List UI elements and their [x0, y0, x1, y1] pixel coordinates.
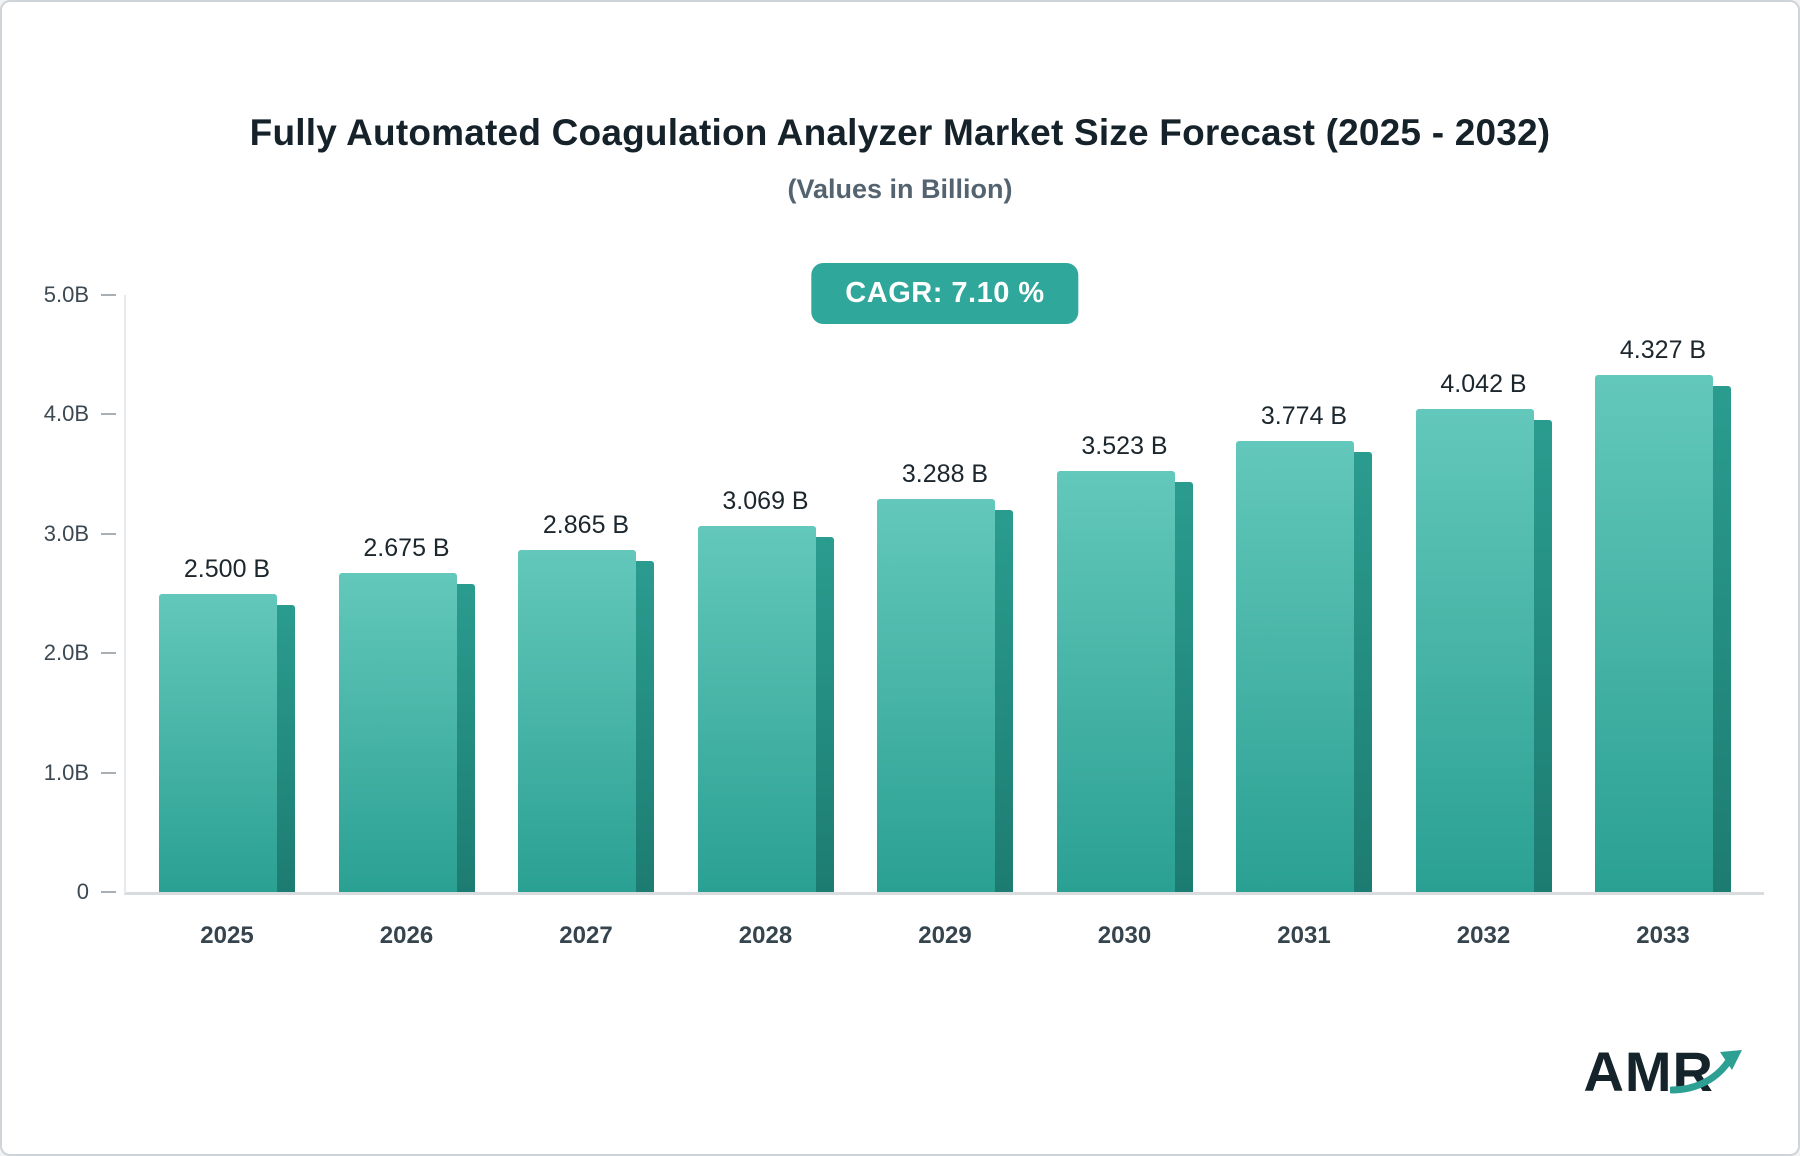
bar-face — [159, 593, 277, 892]
y-tick-label: 0 — [76, 879, 89, 904]
bars: 2.500 B 2025 2.675 B 2026 2.865 B 2027 3.069 B… — [126, 295, 1764, 949]
bar-face — [518, 549, 636, 892]
y-tick-mark — [101, 294, 116, 296]
y-tick-label: 1.0B — [43, 759, 89, 785]
chart-title: Fully Automated Coagulation Analyzer Mar… — [249, 112, 1551, 153]
bar-group: 4.327 B 2033 — [1595, 295, 1731, 949]
bar-value-label: 2.500 B — [183, 554, 271, 583]
amr-logo: AMR — [1583, 1044, 1742, 1100]
bar-value-label: 3.774 B — [1260, 402, 1348, 431]
x-axis-label: 2025 — [200, 922, 254, 949]
bar-side — [995, 510, 1013, 892]
bar — [877, 499, 1013, 892]
x-axis-label: 2028 — [738, 922, 793, 949]
y-tick-label: 3.0B — [43, 520, 89, 546]
y-tick: 2.0B — [44, 640, 116, 666]
bar-value-label: 3.069 B — [722, 486, 809, 515]
chart-subtitle: (Values in Billion) — [787, 174, 1013, 204]
bar-group: 2.865 B 2027 — [518, 295, 654, 949]
y-tick: 5.0B — [44, 282, 116, 308]
x-axis-label: 2027 — [559, 922, 613, 949]
bar-face — [1595, 375, 1713, 892]
bar-side — [1713, 386, 1731, 892]
bar-group: 3.523 B 2030 — [1056, 295, 1193, 949]
bar-value-label: 4.327 B — [1619, 336, 1707, 365]
bar-side — [636, 560, 654, 892]
bar-side — [1354, 452, 1372, 892]
bar — [1236, 441, 1372, 892]
bar-side — [456, 583, 475, 892]
y-tick: 4.0B — [44, 401, 116, 427]
y-tick-mark — [101, 413, 116, 416]
bar — [518, 549, 654, 892]
bar-value-label: 4.042 B — [1440, 370, 1527, 399]
y-tick: 3.0B — [44, 521, 116, 547]
x-axis-label: 2031 — [1277, 922, 1331, 949]
y-tick-mark — [101, 771, 116, 774]
bar-group: 4.042 B 2032 — [1415, 295, 1552, 949]
bar-face — [1236, 441, 1354, 892]
bar-group: 2.500 B 2025 — [159, 295, 295, 949]
x-axis-label: 2032 — [1456, 922, 1511, 949]
bar-group: 2.675 B 2026 — [338, 295, 475, 949]
bar — [159, 593, 295, 892]
bar — [1415, 409, 1552, 892]
bar — [1056, 471, 1193, 892]
bar-group: 3.288 B 2029 — [877, 295, 1013, 949]
x-axis-label: 2033 — [1636, 922, 1690, 949]
bar — [1595, 375, 1731, 892]
y-tick-label: 2.0B — [43, 640, 89, 666]
y-tick-mark — [101, 532, 116, 535]
y-tick-mark — [101, 652, 116, 655]
bar-face — [338, 572, 457, 892]
bar-value-label: 2.675 B — [363, 533, 450, 562]
bar-group: 3.774 B 2031 — [1236, 295, 1372, 949]
bar-face — [877, 499, 995, 892]
bar — [338, 572, 475, 892]
bar-value-label: 2.865 B — [542, 510, 630, 539]
bar-face — [1415, 409, 1534, 892]
y-tick-label: 5.0B — [43, 282, 89, 307]
logo-arrow-icon — [1670, 1050, 1742, 1094]
plot-area: CAGR: 7.10 % 5.0B 4.0B 3.0B 2.0B 1.0B 0 2.500… — [44, 263, 1764, 949]
y-tick-mark — [101, 891, 116, 893]
bar-value-label: 3.523 B — [1081, 432, 1168, 461]
bar-side — [815, 536, 834, 892]
cagr-badge: CAGR: 7.10 % — [811, 263, 1079, 324]
bar-side — [1174, 482, 1193, 892]
x-axis-label: 2030 — [1097, 922, 1152, 949]
y-tick: 1.0B — [44, 760, 116, 786]
bar-face — [1056, 471, 1175, 892]
bar-side — [1533, 420, 1552, 892]
x-axis-label: 2029 — [918, 922, 972, 949]
bar-side — [277, 604, 295, 892]
y-tick: 0 — [77, 879, 116, 905]
bar-face — [697, 525, 816, 892]
y-tick-label: 4.0B — [43, 401, 89, 427]
bar-value-label: 3.288 B — [901, 460, 989, 489]
bar — [697, 525, 834, 892]
x-axis-label: 2026 — [379, 922, 434, 949]
bar-group: 3.069 B 2028 — [697, 295, 834, 949]
